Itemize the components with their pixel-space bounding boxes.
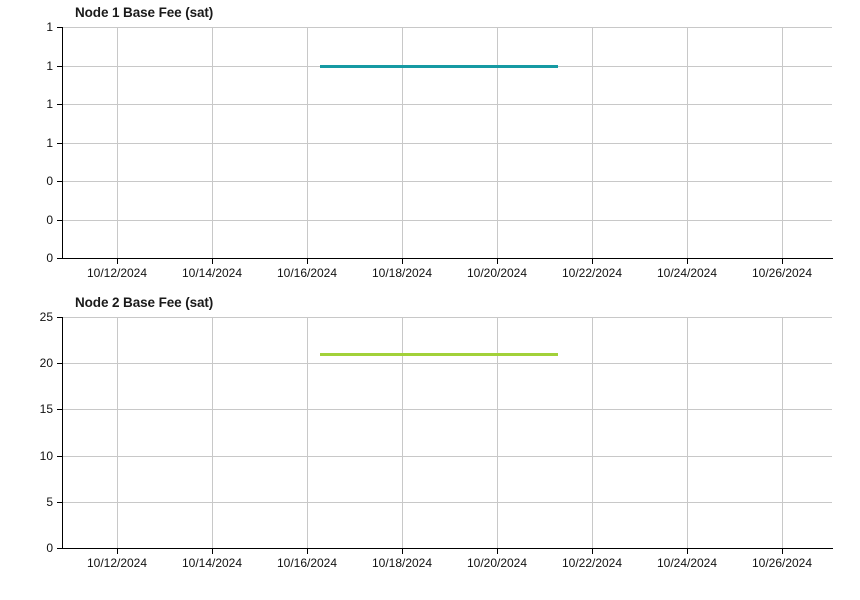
y-axis-label: 1 (46, 136, 53, 150)
x-axis-tick (117, 259, 118, 264)
x-axis-label: 10/14/2024 (181, 556, 243, 570)
x-axis-line (62, 258, 833, 259)
x-axis-tick (592, 549, 593, 554)
x-axis-tick (782, 259, 783, 264)
x-axis-tick (687, 549, 688, 554)
x-axis-label: 10/26/2024 (751, 556, 813, 570)
x-axis-tick (782, 549, 783, 554)
y-axis-label: 1 (46, 20, 53, 34)
y-axis-tick (57, 409, 62, 410)
gridline-horizontal (63, 181, 832, 182)
gridline-vertical (212, 28, 213, 258)
series-line (320, 353, 558, 356)
x-axis-tick (497, 259, 498, 264)
x-axis-tick (212, 549, 213, 554)
gridline-horizontal (63, 502, 832, 503)
x-axis-label: 10/18/2024 (371, 556, 433, 570)
gridline-vertical (307, 28, 308, 258)
y-axis-label: 1 (46, 59, 53, 73)
chart-title-node-2: Node 2 Base Fee (sat) (75, 295, 214, 310)
y-axis-tick (57, 66, 62, 67)
y-axis-label: 10 (39, 449, 53, 463)
gridline-vertical (402, 28, 403, 258)
x-axis-label: 10/26/2024 (751, 266, 813, 280)
gridline-vertical (592, 28, 593, 258)
y-axis-line (62, 317, 63, 549)
y-axis-tick (57, 258, 62, 259)
x-axis-tick (402, 259, 403, 264)
y-axis-label: 0 (46, 213, 53, 227)
y-axis-tick (57, 317, 62, 318)
x-axis-tick (307, 259, 308, 264)
gridline-vertical (687, 28, 688, 258)
x-axis-label: 10/24/2024 (656, 266, 718, 280)
x-axis-label: 10/24/2024 (656, 556, 718, 570)
y-axis-tick (57, 502, 62, 503)
y-axis-label: 1 (46, 97, 53, 111)
x-axis-label: 10/12/2024 (86, 266, 148, 280)
y-axis-label: 0 (46, 174, 53, 188)
y-axis-tick (57, 181, 62, 182)
y-axis-tick (57, 363, 62, 364)
x-axis-label: 10/20/2024 (466, 266, 528, 280)
chart-node-2-base-fee: Node 2 Base Fee (sat) 25 20 15 10 5 0 10/12/20… (0, 290, 860, 590)
x-axis-label: 10/22/2024 (561, 556, 623, 570)
y-axis-line (62, 27, 63, 259)
x-axis-line (62, 548, 833, 549)
y-axis-label: 0 (46, 541, 53, 555)
x-axis-label: 10/22/2024 (561, 266, 623, 280)
x-axis-label: 10/12/2024 (86, 556, 148, 570)
x-axis-tick (497, 549, 498, 554)
y-axis-label: 25 (39, 310, 53, 324)
y-axis-label: 0 (46, 251, 53, 265)
plot-area-node-2: 25 20 15 10 5 0 10/12/2024 10/14/2024 10/16/2024… (0, 290, 860, 590)
x-axis-tick (117, 549, 118, 554)
gridline-vertical (782, 318, 783, 548)
y-axis-tick (57, 548, 62, 549)
chart-title-node-1: Node 1 Base Fee (sat) (75, 5, 214, 20)
gridline-vertical (212, 318, 213, 548)
y-axis-label: 15 (39, 402, 53, 416)
x-axis-tick (212, 259, 213, 264)
gridline-vertical (402, 318, 403, 548)
gridline-horizontal (63, 409, 832, 410)
chart-node-1-base-fee: Node 1 Base Fee (sat) 1 1 1 1 0 0 0 10/12/2024 1… (0, 0, 860, 290)
gridline-horizontal (63, 143, 832, 144)
x-axis-label: 10/20/2024 (466, 556, 528, 570)
x-axis-label: 10/14/2024 (181, 266, 243, 280)
gridline-vertical (687, 318, 688, 548)
gridline-vertical (117, 28, 118, 258)
y-axis-label: 5 (46, 495, 53, 509)
x-axis-tick (307, 549, 308, 554)
gridline-vertical (592, 318, 593, 548)
gridline-vertical (497, 318, 498, 548)
plot-area-node-1: 1 1 1 1 0 0 0 10/12/2024 10/14/2024 10/16/2024 10/… (0, 0, 860, 290)
y-axis-tick (57, 220, 62, 221)
x-axis-tick (592, 259, 593, 264)
y-axis-label: 20 (39, 356, 53, 370)
gridline-horizontal (63, 317, 832, 318)
y-axis-tick (57, 104, 62, 105)
x-axis-tick (687, 259, 688, 264)
x-axis-label: 10/16/2024 (276, 556, 338, 570)
gridline-vertical (497, 28, 498, 258)
y-axis-tick (57, 27, 62, 28)
x-axis-label: 10/18/2024 (371, 266, 433, 280)
gridline-vertical (307, 318, 308, 548)
gridline-horizontal (63, 104, 832, 105)
gridline-horizontal (63, 456, 832, 457)
gridline-vertical (782, 28, 783, 258)
gridline-horizontal (63, 27, 832, 28)
x-axis-tick (402, 549, 403, 554)
x-axis-label: 10/16/2024 (276, 266, 338, 280)
y-axis-tick (57, 456, 62, 457)
series-line (320, 65, 558, 68)
y-axis-tick (57, 143, 62, 144)
gridline-horizontal (63, 363, 832, 364)
gridline-vertical (117, 318, 118, 548)
gridline-horizontal (63, 220, 832, 221)
